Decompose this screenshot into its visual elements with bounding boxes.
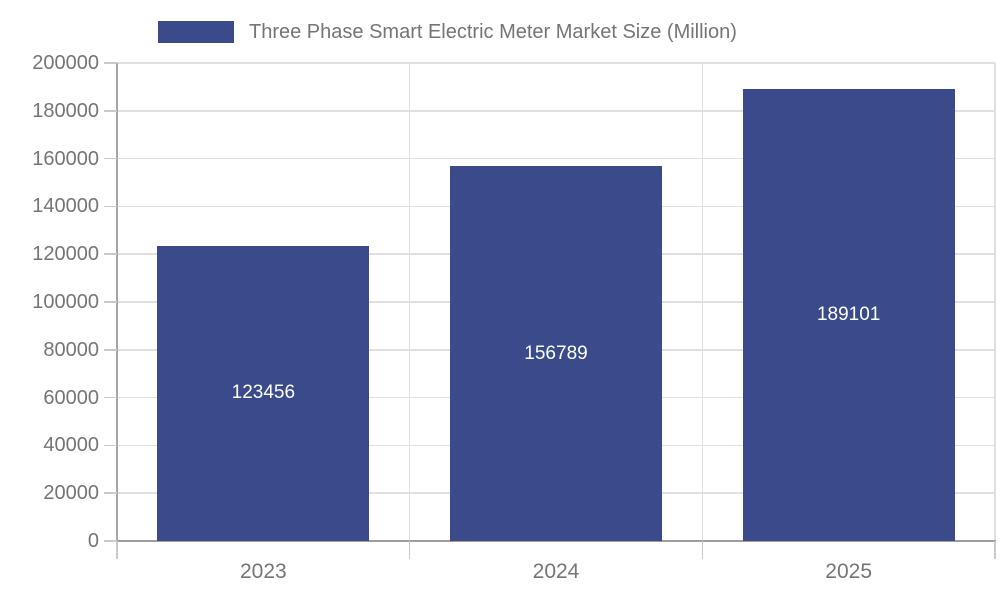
y-tick-mark: [104, 492, 117, 494]
y-tick-mark: [104, 301, 117, 303]
x-tick-mark: [701, 541, 704, 559]
y-tick-label: 0: [87, 530, 99, 552]
y-tick-mark: [104, 110, 117, 112]
y-tick-mark: [104, 205, 117, 208]
y-tick-mark: [104, 540, 117, 542]
bar-value-label-2025: 189101: [816, 304, 881, 326]
x-tick-mark: [116, 541, 118, 559]
bar-2024[interactable]: [450, 166, 662, 541]
legend-label: Three Phase Smart Electric Meter Market …: [249, 20, 737, 43]
y-tick-label: 60000: [43, 386, 99, 409]
bar-value-label-2024: 156789: [524, 342, 588, 364]
bar-value-label-2023: 123456: [231, 382, 296, 404]
x-tick-label-2025: 2025: [825, 560, 873, 583]
x-tick-label-2024: 2024: [532, 560, 580, 583]
y-tick-mark: [104, 253, 117, 255]
bar-2023[interactable]: [157, 245, 370, 541]
x-tick-mark: [408, 541, 411, 559]
category-separator-line: [408, 63, 411, 541]
y-tick-label: 20000: [43, 482, 99, 505]
y-tick-label: 120000: [32, 243, 99, 266]
y-gridline: [117, 110, 995, 112]
legend-swatch: [158, 21, 234, 43]
y-gridline: [117, 157, 995, 160]
category-separator-line: [994, 63, 996, 541]
y-tick-mark: [104, 349, 117, 351]
bar-2025[interactable]: [742, 89, 955, 541]
y-tick-mark: [104, 157, 117, 160]
y-tick-label: 40000: [43, 434, 99, 457]
y-tick-mark: [104, 62, 117, 64]
x-tick-label-2023: 2023: [239, 560, 287, 583]
x-tick-mark: [994, 541, 996, 559]
y-gridline: [117, 62, 995, 64]
y-tick-mark: [104, 396, 117, 399]
y-axis-line: [116, 63, 118, 541]
category-separator-line: [701, 63, 704, 541]
y-tick-mark: [104, 444, 117, 447]
y-tick-label: 100000: [32, 291, 99, 313]
y-tick-label: 180000: [32, 99, 99, 122]
y-tick-label: 160000: [32, 147, 99, 170]
legend-item[interactable]: Three Phase Smart Electric Meter Market …: [158, 18, 737, 46]
y-tick-label: 140000: [32, 195, 99, 218]
y-tick-label: 200000: [32, 52, 99, 74]
y-tick-label: 80000: [43, 338, 99, 361]
